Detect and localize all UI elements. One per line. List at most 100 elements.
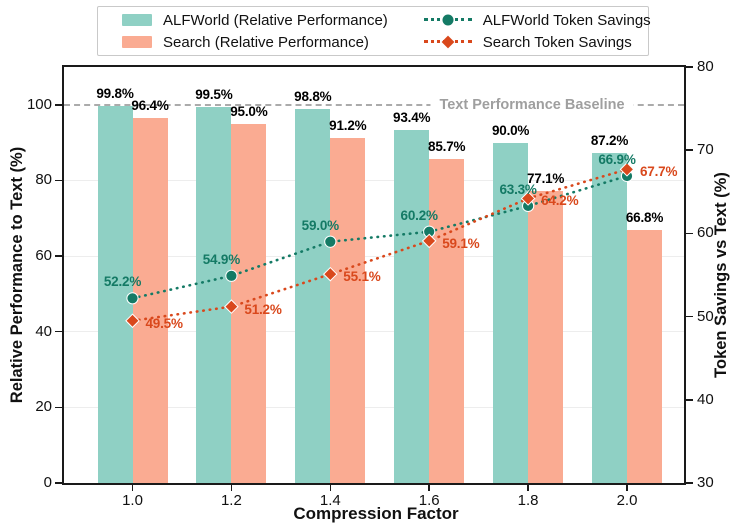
diamond-marker-icon	[441, 35, 455, 49]
diamond-marker	[125, 313, 140, 329]
axis-tick	[131, 485, 134, 491]
left-axis-tick-label: 40	[35, 322, 52, 340]
bar-value-label: 95.0%	[230, 103, 268, 119]
diamond-marker	[322, 266, 338, 282]
savings-value-label: 60.2%	[400, 207, 438, 223]
diamond-marker	[520, 191, 536, 206]
axis-tick	[686, 149, 693, 151]
axis-tick	[686, 482, 693, 484]
alfworld-savings-line	[131, 174, 629, 300]
gridline	[64, 331, 684, 333]
axis-tick	[55, 179, 62, 182]
alfworld-line-sample	[423, 13, 472, 27]
circle-marker	[126, 292, 139, 305]
search-bar-swatch-icon	[122, 36, 152, 48]
axis-tick	[55, 255, 62, 257]
axis-tick	[55, 330, 62, 333]
bar-value-label: 90.0%	[491, 122, 530, 138]
axis-tick	[329, 485, 332, 491]
axis-tick	[230, 485, 233, 491]
axis-tick	[55, 104, 62, 106]
right-axis-tick-label: 60	[697, 224, 714, 242]
right-axis-tick-label: 50	[697, 307, 714, 325]
bar-value-label: 87.2%	[590, 133, 629, 149]
left-axis-tick-label: 100	[26, 95, 52, 113]
bar-value-label: 93.4%	[393, 109, 431, 125]
axis-tick	[527, 485, 529, 491]
left-axis-tick-label: 80	[35, 171, 52, 189]
legend-item-alfworld-savings: ALFWorld Token Savings	[423, 11, 651, 29]
right-axis-tick-label: 40	[697, 390, 714, 408]
alfworld-bar	[97, 105, 133, 483]
axis-tick	[55, 406, 62, 409]
savings-value-label: 54.9%	[202, 251, 241, 267]
search-bar	[330, 138, 366, 483]
gridline	[64, 406, 684, 408]
axis-tick	[686, 232, 693, 235]
circle-marker	[225, 269, 238, 282]
axis-tick	[428, 485, 430, 491]
left-axis-tick-label: 60	[35, 247, 52, 265]
axis-tick	[686, 66, 693, 68]
savings-value-label: 51.2%	[244, 301, 282, 317]
bar-value-label: 77.1%	[526, 171, 565, 187]
baseline-label: Text Performance Baseline	[430, 96, 634, 113]
alfworld-bar	[196, 106, 232, 483]
diamond-marker	[421, 233, 437, 249]
gridline	[64, 179, 684, 181]
diamond-marker	[619, 162, 635, 177]
savings-value-label: 63.3%	[499, 181, 537, 197]
bar-value-label: 99.5%	[195, 86, 233, 102]
legend-label: ALFWorld Token Savings	[482, 11, 651, 29]
search-bar	[132, 118, 168, 483]
bar-value-label: 66.8%	[625, 210, 664, 226]
left-axis-tick-label: 0	[43, 474, 52, 491]
left-axis-tick-label: 20	[35, 398, 52, 416]
bar-value-label: 98.8%	[294, 89, 332, 105]
savings-value-label: 49.5%	[145, 315, 183, 331]
x-axis-title: Compression Factor	[293, 504, 459, 523]
alfworld-bar	[295, 109, 331, 483]
gridline	[64, 255, 684, 257]
token-savings-lines	[125, 162, 635, 329]
legend-label: Search (Relative Performance)	[163, 33, 369, 51]
legend-label: ALFWorld (Relative Performance)	[163, 11, 388, 29]
axis-tick	[626, 485, 628, 491]
legend-bar-column: ALFWorld (Relative Performance) Search (…	[122, 12, 388, 51]
right-axis-tick-label: 30	[697, 474, 714, 491]
search-line-sample	[423, 35, 472, 49]
legend-line-column: ALFWorld Token Savings Search Token Savi…	[423, 11, 651, 51]
bar-value-label: 91.2%	[329, 118, 367, 134]
axis-tick	[686, 399, 693, 401]
axis-tick	[55, 482, 62, 484]
alfworld-bar-swatch-icon	[122, 14, 152, 26]
legend-label: Search Token Savings	[482, 33, 632, 51]
savings-value-label: 59.1%	[442, 235, 480, 251]
search-bar	[627, 230, 662, 483]
right-axis-tick-label: 70	[697, 141, 714, 159]
savings-value-label: 66.9%	[598, 151, 636, 167]
legend-item-alfworld-performance: ALFWorld (Relative Performance)	[122, 12, 388, 29]
savings-value-label: 67.7%	[640, 164, 678, 180]
circle-marker-icon	[442, 14, 454, 26]
search-bar	[429, 158, 465, 483]
text-performance-baseline	[64, 103, 684, 106]
savings-value-label: 55.1%	[343, 269, 381, 285]
x-axis-tick-label: 1.6	[418, 492, 440, 509]
plot-area: 99.8% 96.4% 99.5% 95.0% 98.8% 91.2% 93.4% 85.7%…	[62, 65, 686, 485]
bar-value-label: 96.4%	[131, 98, 169, 114]
search-savings-line	[131, 168, 629, 323]
x-axis-tick-label: 2.0	[616, 492, 638, 509]
x-axis-tick-label: 1.8	[517, 492, 539, 509]
x-axis-tick-label: 1.2	[220, 492, 242, 509]
x-axis-tick-label: 1.4	[319, 492, 341, 509]
axis-tick	[686, 315, 693, 318]
legend-item-search-performance: Search (Relative Performance)	[122, 34, 388, 51]
bar-value-label: 99.8%	[96, 85, 134, 101]
circle-marker	[324, 235, 337, 248]
alfworld-bar	[394, 129, 430, 483]
bar-value-label: 85.7%	[428, 138, 466, 154]
alfworld-bar	[592, 153, 627, 483]
legend-item-search-savings: Search Token Savings	[423, 33, 651, 51]
